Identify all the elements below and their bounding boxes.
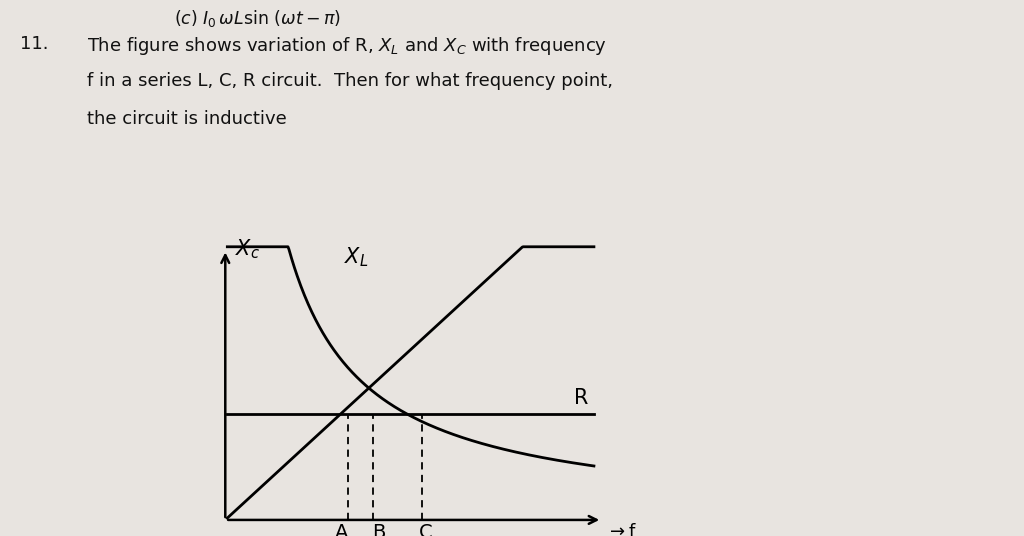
Text: A: A [335,523,349,536]
Text: R: R [574,388,589,408]
Text: B: B [372,523,386,536]
Text: $\rightarrow$f: $\rightarrow$f [606,523,637,536]
Text: f in a series L, C, R circuit.  Then for what frequency point,: f in a series L, C, R circuit. Then for … [87,72,613,91]
Text: $(c)\ I_0\,\omega L\sin\,(\omega t - \pi)$: $(c)\ I_0\,\omega L\sin\,(\omega t - \pi… [174,8,341,29]
Text: 11.: 11. [20,35,49,53]
Text: the circuit is inductive: the circuit is inductive [87,110,287,128]
Text: The figure shows variation of R, $X_L$ and $X_C$ with frequency: The figure shows variation of R, $X_L$ a… [87,35,607,57]
Text: C: C [419,523,433,536]
Text: $X_c$: $X_c$ [236,237,260,260]
Text: $X_L$: $X_L$ [344,245,369,269]
